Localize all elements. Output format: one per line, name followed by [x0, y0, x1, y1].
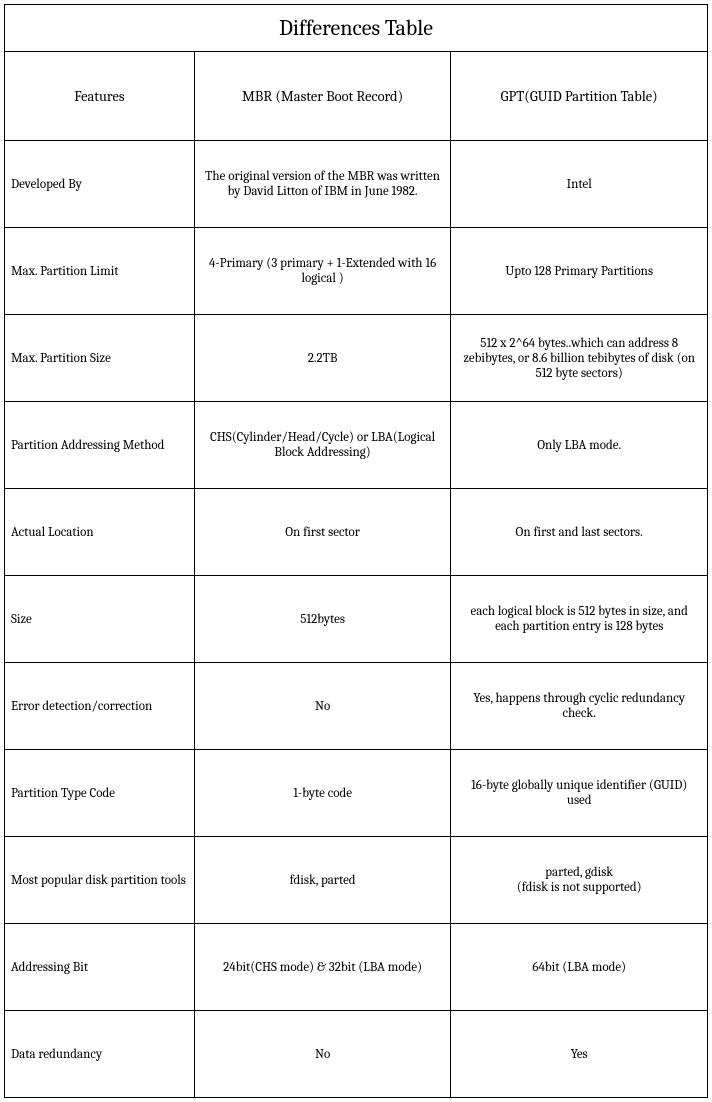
mbr-value: No	[194, 663, 451, 750]
feature-label: Partition Addressing Method	[5, 402, 195, 489]
table-row: Developed By The original version of the…	[5, 141, 708, 228]
mbr-value: 512bytes	[194, 576, 451, 663]
mbr-value: 24bit(CHS mode) & 32bit (LBA mode)	[194, 924, 451, 1011]
mbr-value: CHS(Cylinder/Head/Cycle) or LBA(Logical …	[194, 402, 451, 489]
mbr-value: 4-Primary (3 primary + 1-Extended with 1…	[194, 228, 451, 315]
gpt-value: each logical block is 512 bytes in size,…	[451, 576, 708, 663]
gpt-value: 512 x 2^64 bytes..which can address 8 ze…	[451, 315, 708, 402]
table-row: Size 512bytes each logical block is 512 …	[5, 576, 708, 663]
table-row: Partition Type Code 1-byte code 16-byte …	[5, 750, 708, 837]
gpt-value: 16-byte globally unique identifier (GUID…	[451, 750, 708, 837]
gpt-value: 64bit (LBA mode)	[451, 924, 708, 1011]
table-row: Addressing Bit 24bit(CHS mode) & 32bit (…	[5, 924, 708, 1011]
feature-label: Max. Partition Limit	[5, 228, 195, 315]
mbr-value: No	[194, 1011, 451, 1098]
title-row: Differences Table	[5, 5, 708, 52]
table-row: Max. Partition Size 2.2TB 512 x 2^64 byt…	[5, 315, 708, 402]
table-row: Most popular disk partition tools fdisk,…	[5, 837, 708, 924]
header-row: Features MBR (Master Boot Record) GPT(GU…	[5, 52, 708, 141]
feature-label: Partition Type Code	[5, 750, 195, 837]
feature-label: Max. Partition Size	[5, 315, 195, 402]
mbr-value: 2.2TB	[194, 315, 451, 402]
gpt-value: Yes, happens through cyclic redundancy c…	[451, 663, 708, 750]
feature-label: Size	[5, 576, 195, 663]
col-header-mbr: MBR (Master Boot Record)	[194, 52, 451, 141]
feature-label: Most popular disk partition tools	[5, 837, 195, 924]
gpt-value: Yes	[451, 1011, 708, 1098]
table-row: Max. Partition Limit 4-Primary (3 primar…	[5, 228, 708, 315]
table-row: Partition Addressing Method CHS(Cylinder…	[5, 402, 708, 489]
gpt-value: Only LBA mode.	[451, 402, 708, 489]
mbr-value: On first sector	[194, 489, 451, 576]
mbr-value: The original version of the MBR was writ…	[194, 141, 451, 228]
feature-label: Data redundancy	[5, 1011, 195, 1098]
gpt-value: parted, gdisk (fdisk is not supported)	[451, 837, 708, 924]
table-row: Data redundancy No Yes	[5, 1011, 708, 1098]
mbr-value: fdisk, parted	[194, 837, 451, 924]
col-header-gpt: GPT(GUID Partition Table)	[451, 52, 708, 141]
col-header-features: Features	[5, 52, 195, 141]
feature-label: Error detection/correction	[5, 663, 195, 750]
table-row: Error detection/correction No Yes, happe…	[5, 663, 708, 750]
feature-label: Developed By	[5, 141, 195, 228]
mbr-value: 1-byte code	[194, 750, 451, 837]
gpt-value: Intel	[451, 141, 708, 228]
feature-label: Addressing Bit	[5, 924, 195, 1011]
feature-label: Actual Location	[5, 489, 195, 576]
gpt-value: Upto 128 Primary Partitions	[451, 228, 708, 315]
table-row: Actual Location On first sector On first…	[5, 489, 708, 576]
differences-table: Differences Table Features MBR (Master B…	[4, 4, 708, 1098]
gpt-value: On first and last sectors.	[451, 489, 708, 576]
table-title: Differences Table	[5, 5, 708, 52]
